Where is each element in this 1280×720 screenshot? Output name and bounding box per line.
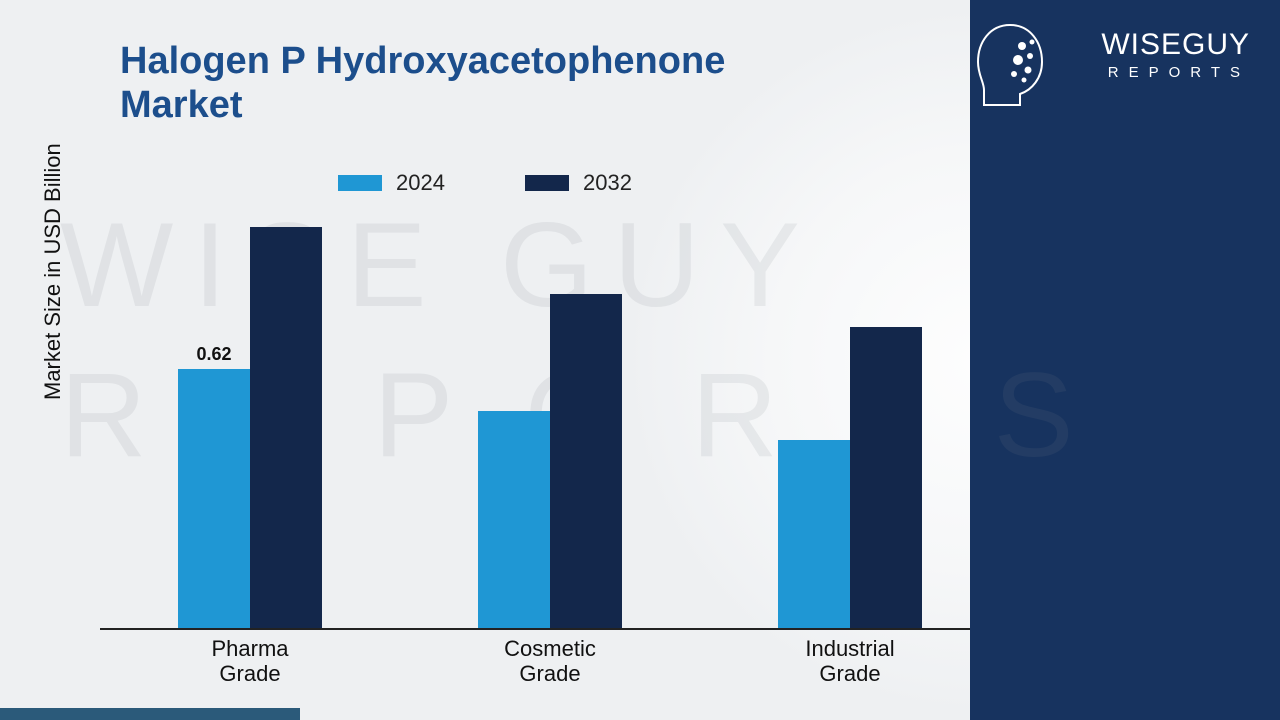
bar-2032	[850, 327, 922, 628]
legend-label-2032: 2032	[583, 170, 632, 196]
bar-2024	[478, 411, 550, 628]
bar-group: IndustrialGrade	[760, 212, 940, 630]
y-axis-label: Market Size in USD Billion	[40, 143, 66, 400]
bar-group: CosmeticGrade	[460, 212, 640, 630]
x-axis-category-label: CosmeticGrade	[450, 630, 650, 687]
brand-line1: WiseGuy	[1101, 28, 1250, 62]
chart-title: Halogen P Hydroxyacetophenone Market	[120, 40, 840, 127]
bar-2024	[178, 369, 250, 628]
x-axis-category-label: IndustrialGrade	[750, 630, 950, 687]
legend-item-2032: 2032	[525, 170, 632, 196]
bar-2032	[250, 227, 322, 628]
legend-swatch-2032	[525, 175, 569, 191]
legend-swatch-2024	[338, 175, 382, 191]
x-axis-category-label: PharmaGrade	[150, 630, 350, 687]
legend-item-2024: 2024	[338, 170, 445, 196]
brand-logo: WiseGuy Reports	[1101, 28, 1250, 81]
logo-head-icon	[970, 20, 1050, 110]
footer-accent-bar	[0, 708, 300, 720]
chart-canvas: WISE GUY R E P O R T S Halogen P Hydroxy…	[0, 0, 1280, 720]
bar-value-label: 0.62	[178, 344, 250, 365]
chart-legend: 2024 2032	[0, 170, 970, 196]
bar-2032	[550, 294, 622, 628]
legend-label-2024: 2024	[396, 170, 445, 196]
plot-area: 0.62PharmaGrade CosmeticGrade IndustrialGr…	[100, 210, 970, 630]
bar-2024	[778, 440, 850, 628]
brand-line2: Reports	[1101, 64, 1250, 81]
bar-group: 0.62PharmaGrade	[160, 212, 340, 630]
